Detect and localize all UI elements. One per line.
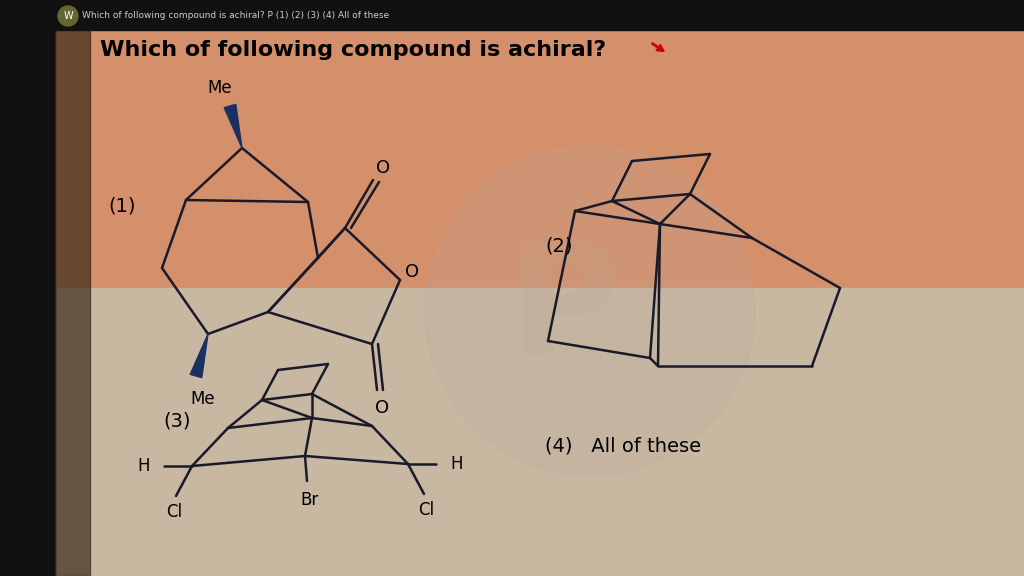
- Text: Br: Br: [300, 491, 318, 509]
- Text: Which of following compound is achiral? P (1) (2) (3) (4) All of these: Which of following compound is achiral? …: [82, 12, 389, 21]
- Text: (1): (1): [108, 196, 135, 215]
- Bar: [0, 0, 1024, 288]
- Text: Me: Me: [208, 79, 232, 97]
- Bar: [0, 0, 1024, 30]
- Bar: [0, 0, 55, 576]
- Bar: [55, 0, 90, 576]
- Bar: [0, 288, 1024, 576]
- Text: Which of following compound is achiral?: Which of following compound is achiral?: [100, 40, 606, 60]
- Text: (4)   All of these: (4) All of these: [545, 437, 701, 456]
- Text: (2): (2): [545, 237, 572, 256]
- Text: W: W: [63, 11, 73, 21]
- Polygon shape: [224, 104, 242, 148]
- Circle shape: [58, 6, 78, 26]
- Text: (3): (3): [163, 411, 190, 430]
- Text: Cl: Cl: [418, 501, 434, 519]
- Text: Cl: Cl: [166, 503, 182, 521]
- Text: P: P: [509, 237, 621, 385]
- Text: H: H: [450, 455, 463, 473]
- Text: O: O: [376, 159, 390, 177]
- Text: H: H: [137, 457, 150, 475]
- Text: O: O: [404, 263, 419, 281]
- Text: Me: Me: [190, 390, 215, 408]
- Circle shape: [425, 146, 755, 476]
- Polygon shape: [190, 334, 208, 378]
- Text: O: O: [375, 399, 389, 417]
